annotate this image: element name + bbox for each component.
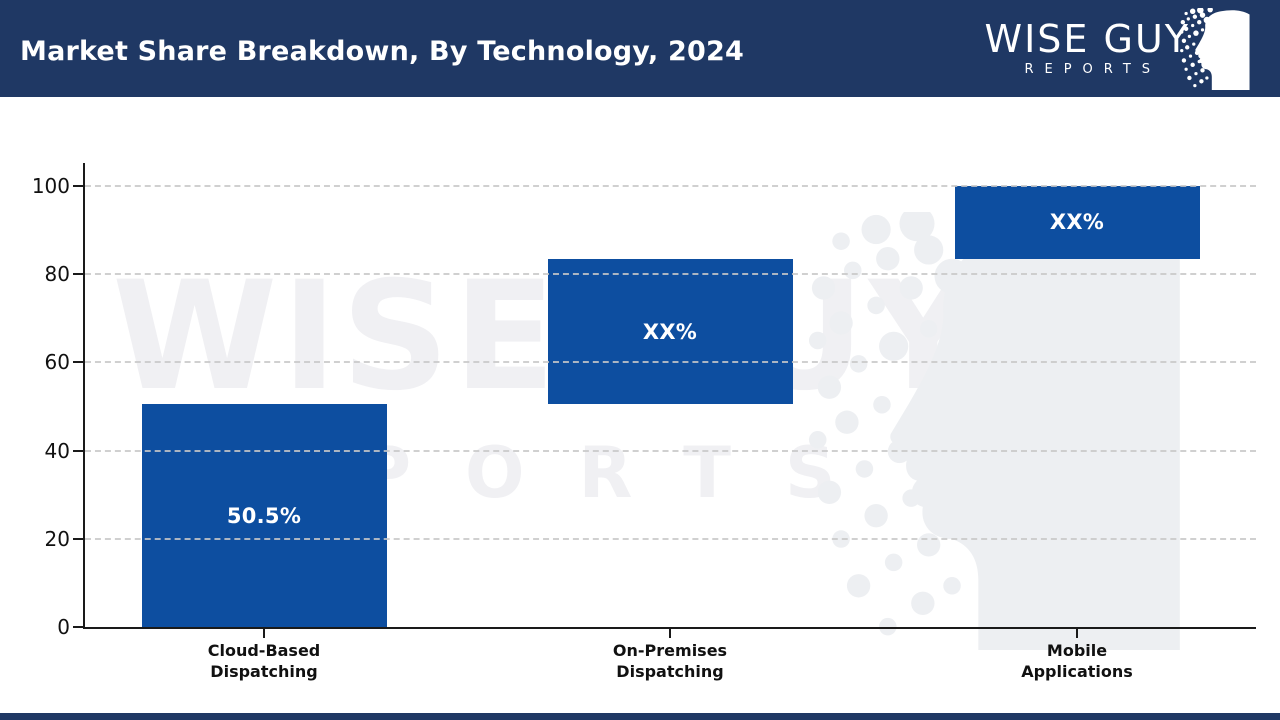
gridline [85,449,1256,452]
gridline [85,361,1256,364]
bar: XX% [954,186,1200,259]
y-tick-mark [73,273,83,276]
y-tick-label: 80 [44,262,70,287]
chart-title: Market Share Breakdown, By Technology, 2… [20,36,745,67]
logo-wordmark: WISE GUY REPORTS [985,20,1190,77]
bar: XX% [547,258,793,405]
y-tick-label: 40 [44,438,70,463]
logo-face-icon [1180,7,1250,90]
y-tick-mark [73,626,83,628]
logo-wiseguy-text: WISE GUY [984,17,1190,61]
category-label-line2: Dispatching [210,662,318,681]
y-axis-spine [83,163,85,629]
x-tick-mark [263,629,265,638]
gridline [85,185,1256,187]
y-tick-label: 60 [44,350,70,375]
x-tick-mark [1076,629,1078,638]
category-label-line1: On-Premises [612,641,728,660]
category-label: On-Premises Dispatching [510,640,830,682]
x-axis-spine [83,627,1256,629]
y-tick-label: 0 [57,615,70,639]
logo-reports-text: REPORTS [1024,62,1162,77]
category-label-line1: Cloud-Based [207,641,321,660]
bar: 50.5% [141,404,387,627]
bar-value-label: 50.5% [226,503,302,528]
x-tick-mark [669,629,671,638]
category-label-line1: Mobile [1046,641,1108,660]
bar-value-label: XX% [642,319,698,344]
header-bar: Market Share Breakdown, By Technology, 2… [0,0,1280,97]
y-tick-label: 20 [44,526,70,551]
y-tick-mark [73,449,83,452]
y-tick-mark [73,185,83,187]
bar-value-label: XX% [1049,210,1105,235]
brand-logo: WISE GUY REPORTS [985,7,1256,90]
plot-area: 50.5% XX% XX% [85,165,1256,627]
category-label-line2: Applications [1021,662,1133,681]
category-label: Mobile Applications [917,640,1237,682]
category-label: Cloud-Based Dispatching [104,640,424,682]
y-tick-label: 100 [31,174,70,198]
footer-bar [0,713,1280,720]
y-tick-mark [73,537,83,540]
y-tick-mark [73,361,83,364]
gridline [85,273,1256,276]
gridline [85,537,1256,540]
category-label-line2: Dispatching [616,662,724,681]
